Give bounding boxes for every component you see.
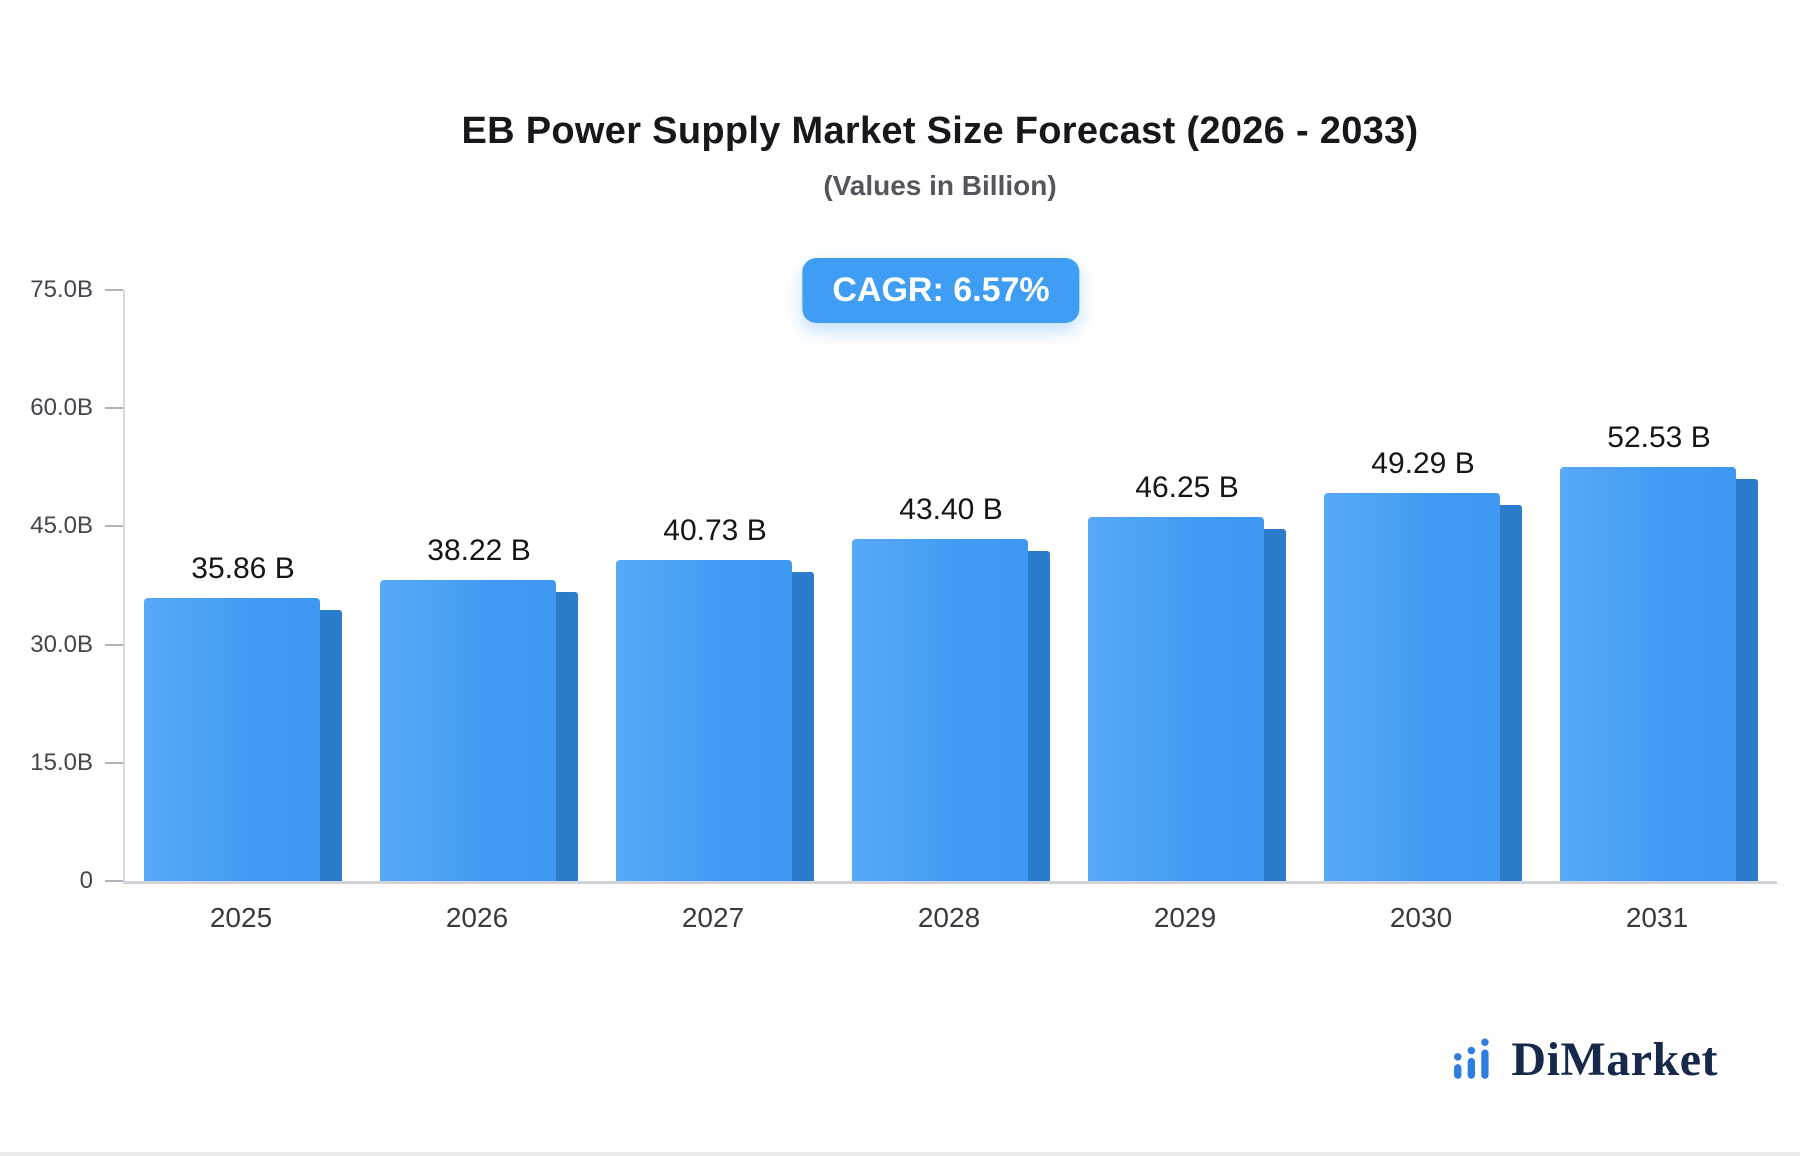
bar-face	[852, 539, 1028, 881]
bar-2031: 52.53 B	[1560, 421, 1758, 881]
bar-face	[380, 579, 556, 881]
x-tick-label: 2030	[1389, 902, 1453, 933]
bar-value-label: 52.53 B	[1607, 421, 1711, 455]
y-tick: 0	[80, 867, 123, 895]
bar-chart-icon	[1454, 1038, 1490, 1079]
x-tick-label: 2031	[1625, 902, 1689, 933]
y-tick-mark	[105, 643, 123, 646]
bar-2027: 40.73 B	[616, 514, 814, 881]
brand-logo: DiMarket	[1452, 1036, 1718, 1084]
bar-value-label: 49.29 B	[1371, 446, 1475, 480]
brand-name: DiMarket	[1511, 1033, 1718, 1086]
x-tick-label: 2026	[445, 902, 509, 933]
bar-side-shade	[1736, 479, 1758, 881]
bar-2028: 43.40 B	[852, 493, 1050, 881]
y-tick: 30.0B	[30, 631, 123, 659]
bar-chart: 75.0B 60.0B 45.0B 30.0B 15.0B 0 35.86 B 38.22 …	[0, 276, 1800, 894]
bar-face	[144, 598, 320, 881]
plot-area: 35.86 B 38.22 B 40.73 B 43.40 B 46.25 B 49.29…	[123, 290, 1777, 884]
y-tick-mark	[105, 525, 123, 528]
x-axis: 2025 2026 2027 2028 2029 2030 2031	[123, 898, 1777, 940]
bar-face	[616, 560, 792, 881]
chart-subtitle: (Values in Billion)	[823, 170, 1057, 201]
bar-value-label: 35.86 B	[191, 552, 295, 586]
bar-face	[1088, 516, 1264, 881]
y-tick-label: 60.0B	[30, 394, 93, 422]
bar-2026: 38.22 B	[380, 534, 578, 881]
bar-2030: 49.29 B	[1324, 447, 1522, 881]
chart-title: EB Power Supply Market Size Forecast (20…	[461, 110, 1419, 152]
y-tick: 45.0B	[30, 512, 123, 540]
cagr-badge: CAGR: 6.57%	[802, 258, 1080, 323]
bar-side-shade	[792, 572, 814, 881]
bar-face	[1324, 492, 1500, 881]
y-axis: 75.0B 60.0B 45.0B 30.0B 15.0B 0	[0, 276, 123, 894]
bar-side-shade	[556, 591, 578, 881]
x-tick-label: 2027	[681, 902, 745, 933]
y-tick: 60.0B	[30, 394, 123, 422]
y-tick-label: 75.0B	[30, 276, 93, 303]
x-tick-label: 2029	[1153, 902, 1217, 933]
bar-2025: 35.86 B	[144, 552, 342, 881]
y-tick-mark	[105, 761, 123, 764]
y-tick: 75.0B	[30, 276, 123, 304]
y-tick-label: 0	[79, 867, 93, 894]
bar-face	[1560, 467, 1736, 881]
x-tick-label: 2028	[917, 902, 981, 933]
bar-side-shade	[1028, 551, 1050, 881]
bar-side-shade	[320, 610, 342, 881]
y-tick: 15.0B	[30, 749, 123, 777]
bar-value-label: 40.73 B	[663, 514, 767, 548]
y-tick-mark	[105, 289, 123, 291]
bar-side-shade	[1500, 504, 1522, 881]
bar-value-label: 43.40 B	[899, 493, 1003, 527]
y-tick-label: 30.0B	[30, 630, 93, 658]
y-tick-label: 15.0B	[30, 748, 93, 776]
bar-value-label: 46.25 B	[1135, 470, 1239, 504]
bar-value-label: 38.22 B	[427, 533, 531, 567]
bar-side-shade	[1264, 528, 1286, 881]
y-tick-label: 45.0B	[30, 512, 93, 540]
y-tick-mark	[105, 880, 123, 882]
bar-2029: 46.25 B	[1088, 471, 1286, 881]
x-tick-label: 2025	[209, 902, 273, 933]
y-tick-mark	[105, 407, 123, 410]
